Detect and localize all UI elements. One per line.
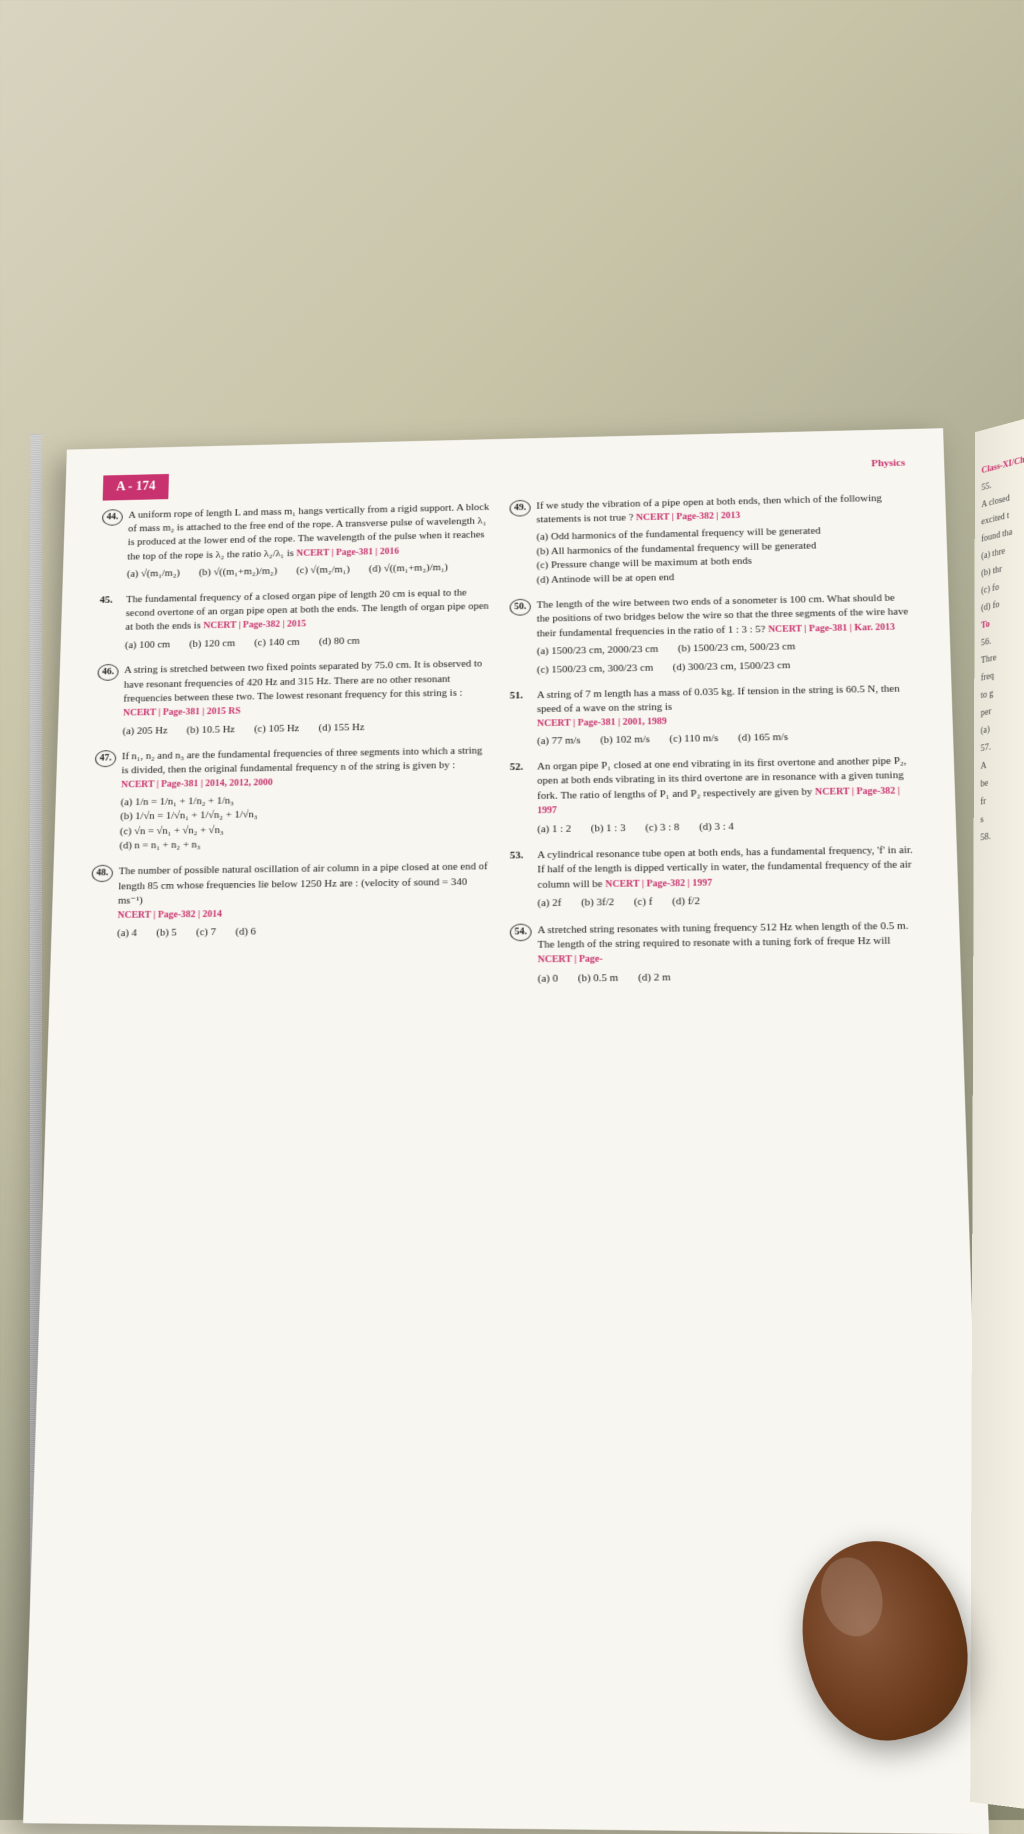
option-b: (b) 5 [156,925,177,940]
options: (a) 100 cm (b) 120 cm (c) 140 cm (d) 80 … [125,632,491,653]
subject-label: Physics [871,456,905,471]
question-text: If n₁, n₂ and n₃ are the fundamental fre… [121,745,482,777]
option-b: (b) 102 m/s [600,732,650,747]
option-a: (a) √(m₁/m₂) [127,567,180,582]
question-number: 49. [510,499,531,516]
question-number: 52. [510,760,523,775]
question-number: 53. [510,849,524,864]
option-a: (a) 4 [117,926,137,941]
ncert-ref: NCERT | Page-382 | 2014 [117,904,490,922]
question-49: 49. If we study the vibration of a pipe … [510,491,909,588]
option-d: (d) 155 Hz [318,720,364,735]
options: (a) 1500/23 cm, 2000/23 cm (b) 1500/23 c… [537,638,912,678]
option-b: (b) √((m₁+m₂)/m₂) [199,565,278,581]
question-48: 48. The number of possible natural oscil… [90,860,490,941]
question-51: 51. A string of 7 m length has a mass of… [510,682,914,749]
question-number: 50. [510,599,531,616]
option-d: (d) 6 [235,925,256,940]
question-46: 46. A string is stretched between two fi… [96,657,491,739]
question-54: 54. A stretched string resonates with tu… [510,919,921,987]
options: (a) 1/n = 1/n₁ + 1/n₂ + 1/n₃ (b) 1/√n = … [119,790,490,854]
option-c: (c) 3 : 8 [645,820,679,835]
options: (a) 2f (b) 3f/2 (c) f (d) f/2 [537,892,918,912]
option-a: (a) 0 [538,972,558,987]
options: (a) 77 m/s (b) 102 m/s (c) 110 m/s (d) 1… [537,728,913,749]
question-number: 47. [95,750,116,767]
options: (a) 1 : 2 (b) 1 : 3 (c) 3 : 8 (d) 3 : 4 [537,817,916,837]
option-d: (d) 300/23 cm, 1500/23 cm [673,658,791,675]
page-number-label: A - 174 [103,474,169,500]
options: (a) 4 (b) 5 (c) 7 (d) 6 [117,922,490,941]
question-44: 44. A uniform rope of length L and mass … [100,500,490,582]
question-columns: 44. A uniform rope of length L and mass … [88,491,921,1003]
option-a: (a) 100 cm [125,638,171,653]
question-text: The fundamental frequency of a closed or… [125,587,488,633]
question-text: A string of 7 m length has a mass of 0.0… [537,683,900,715]
ncert-ref: NCERT | Page-382 | 2015 [203,619,306,631]
option-a: (a) 205 Hz [122,724,167,739]
ncert-ref: NCERT | Page-381 | 2015 RS [123,706,241,718]
ncert-ref: NCERT | Page-382 | 1997 [605,878,712,890]
option-a: (a) 77 m/s [537,734,581,749]
question-number: 51. [510,689,523,704]
options: (a) 205 Hz (b) 10.5 Hz (c) 105 Hz (d) 15… [122,718,490,739]
question-47: 47. If n₁, n₂ and n₃ are the fundamental… [92,744,490,854]
question-text: A cylindrical resonance tube open at bot… [537,844,913,890]
option-d: (d) 80 cm [319,634,360,649]
options: (a) √(m₁/m₂) (b) √((m₁+m₂)/m₂) (c) √(m₂/… [127,560,491,582]
question-text: The number of possible natural oscillati… [118,861,488,907]
options: (a) 0 (b) 0.5 m (d) 2 m [538,968,921,987]
question-number: 44. [102,509,123,526]
option-c: (c) f [634,895,653,910]
ncert-ref: NCERT | Page-382 | 2013 [636,511,740,523]
question-number: 48. [92,865,114,882]
option-c: (c) 1500/23 cm, 300/23 cm [537,661,653,678]
option-d: (d) √((m₁+m₂)/m₁) [369,561,448,577]
ncert-ref: NCERT | Page- [538,954,603,965]
chapter-hint: Class-XI/Chapt [981,444,1024,476]
right-column: 49. If we study the vibration of a pipe … [510,491,921,999]
question-text: A string is stretched between two fixed … [123,658,482,704]
question-53: 53. A cylindrical resonance tube open at… [510,843,919,912]
left-column: 44. A uniform rope of length L and mass … [88,500,490,1003]
option-b: (b) 1 : 3 [591,821,626,836]
question-52: 52. An organ pipe P₁ closed at one end v… [510,754,916,837]
option-b: (b) 1500/23 cm, 500/23 cm [678,640,796,657]
option-c: (c) 110 m/s [669,731,718,746]
option-a: (a) 1500/23 cm, 2000/23 cm [537,643,659,660]
option-d: (d) f/2 [672,895,700,910]
question-50: 50. The length of the wire between two e… [510,591,912,678]
option-b: (b) 0.5 m [578,971,619,986]
question-number: 45. [100,593,113,607]
option-d: (d) 2 m [638,970,670,985]
ncert-ref: NCERT | Page-381 | 2016 [296,546,399,558]
option-c: (c) 140 cm [254,635,300,650]
option-c: (c) 7 [196,925,216,940]
option-a: (a) 1 : 2 [537,822,571,837]
option-b: (b) 3f/2 [581,896,614,911]
ncert-ref: NCERT | Page-381 | Kar. 2013 [768,622,895,635]
question-number: 54. [510,923,532,941]
question-number: 46. [97,664,118,681]
question-text: A stretched string resonates with tuning… [538,920,909,951]
options: (a) Odd harmonics of the fundamental fre… [536,523,908,588]
right-page-sliver: Class-XI/Chapt 55. A closed excited t fo… [970,405,1024,1815]
ncert-ref: NCERT | Page-381 | 2014, 2012, 2000 [121,773,490,792]
option-a: (a) 2f [537,896,561,911]
question-45: 45. The fundamental frequency of a close… [98,585,490,653]
option-d: (d) 165 m/s [738,730,788,745]
option-d: (d) 3 : 4 [699,820,734,835]
option-c: (c) √(m₂/m₁) [296,563,350,578]
option-c: (c) 105 Hz [254,722,299,737]
option-b: (b) 120 cm [189,637,235,652]
option-b: (b) 10.5 Hz [186,723,235,738]
